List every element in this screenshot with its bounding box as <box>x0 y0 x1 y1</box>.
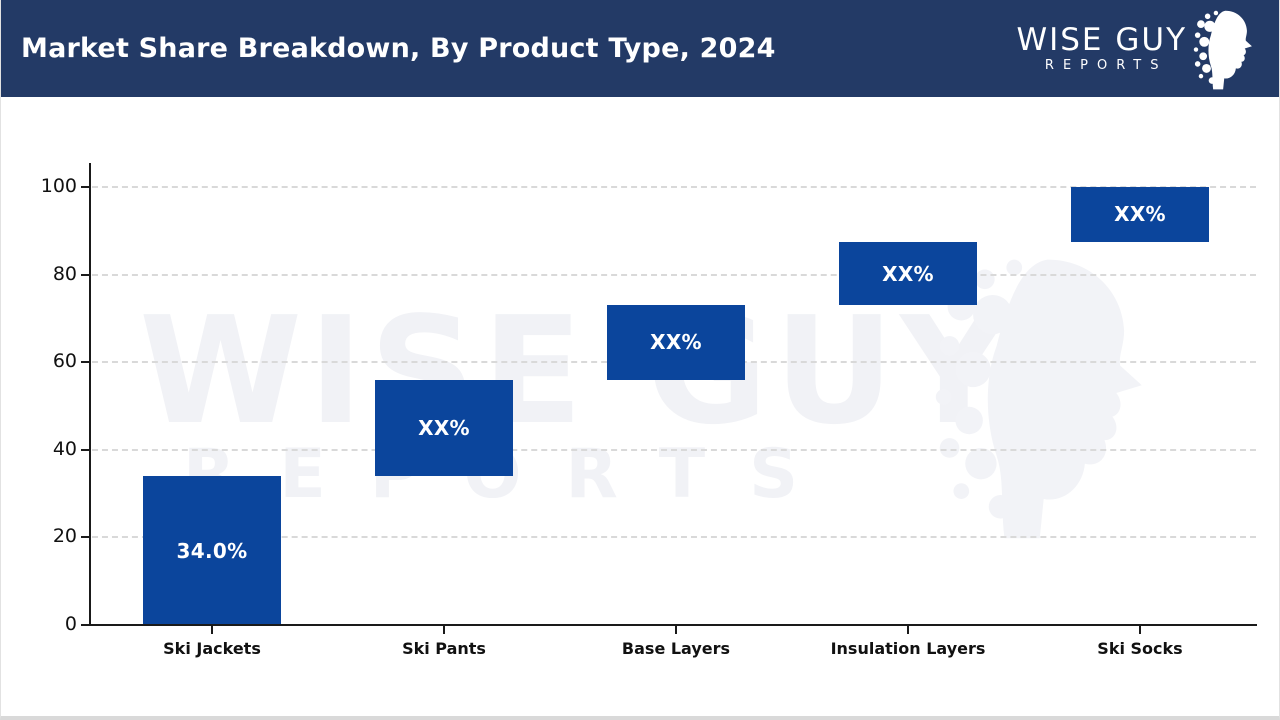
header-bar: Market Share Breakdown, By Product Type,… <box>1 0 1279 97</box>
y-axis-tick-0 <box>81 624 89 626</box>
y-axis-tick-60 <box>81 361 89 364</box>
bar-4: XX% <box>1071 187 1209 242</box>
x-axis-label-1: Ski Pants <box>402 639 486 658</box>
y-axis-tick-20 <box>81 536 89 539</box>
x-axis-spine <box>89 624 1257 626</box>
y-axis-tick-40 <box>81 448 89 451</box>
wise-guy-reports-logo: WISE GUY REPORTS <box>1016 7 1263 91</box>
watermark-text-line1: WISE GUY <box>139 285 1014 457</box>
bar-value-label: XX% <box>1114 202 1166 227</box>
y-axis-label-60: 60 <box>52 350 77 373</box>
logo-text: WISE GUY REPORTS <box>1016 24 1187 74</box>
logo-head-icon <box>1191 7 1263 91</box>
x-axis-tick-3 <box>907 626 909 634</box>
x-axis-label-0: Ski Jackets <box>163 639 261 658</box>
bar-value-label: XX% <box>418 415 470 440</box>
x-axis-tick-0 <box>211 626 213 634</box>
bar-value-label: XX% <box>650 330 702 355</box>
x-axis-label-3: Insulation Layers <box>830 639 986 658</box>
bar-1: XX% <box>375 379 513 477</box>
y-axis-label-40: 40 <box>52 437 77 460</box>
bar-value-label: XX% <box>882 261 934 286</box>
y-axis-tick-100 <box>81 186 89 188</box>
bar-3: XX% <box>839 241 977 306</box>
y-axis-spine <box>89 163 91 625</box>
chart-title: Market Share Breakdown, By Product Type,… <box>21 33 776 64</box>
bar-0: 34.0% <box>143 476 281 625</box>
y-axis-label-80: 80 <box>52 262 77 285</box>
y-axis-label-100: 100 <box>40 175 77 197</box>
bar-2: XX% <box>607 305 745 380</box>
gridline-40 <box>92 448 1256 451</box>
y-axis-label-20: 20 <box>52 525 77 548</box>
x-axis-label-2: Base Layers <box>621 639 731 658</box>
logo-wordmark: WISE GUY <box>1016 21 1187 58</box>
x-axis-tick-4 <box>1139 626 1141 634</box>
x-axis-tick-2 <box>675 626 677 634</box>
gridline-20 <box>92 536 1256 539</box>
bar-value-label: 34.0% <box>176 538 248 563</box>
x-axis-label-4: Ski Socks <box>1097 639 1183 658</box>
y-axis-label-0: 0 <box>64 613 77 635</box>
gridline-100 <box>92 186 1256 188</box>
gridline-80 <box>92 273 1256 276</box>
x-axis-tick-1 <box>443 626 445 634</box>
logo-subtitle: REPORTS <box>1044 58 1168 74</box>
y-axis-tick-80 <box>81 273 89 276</box>
